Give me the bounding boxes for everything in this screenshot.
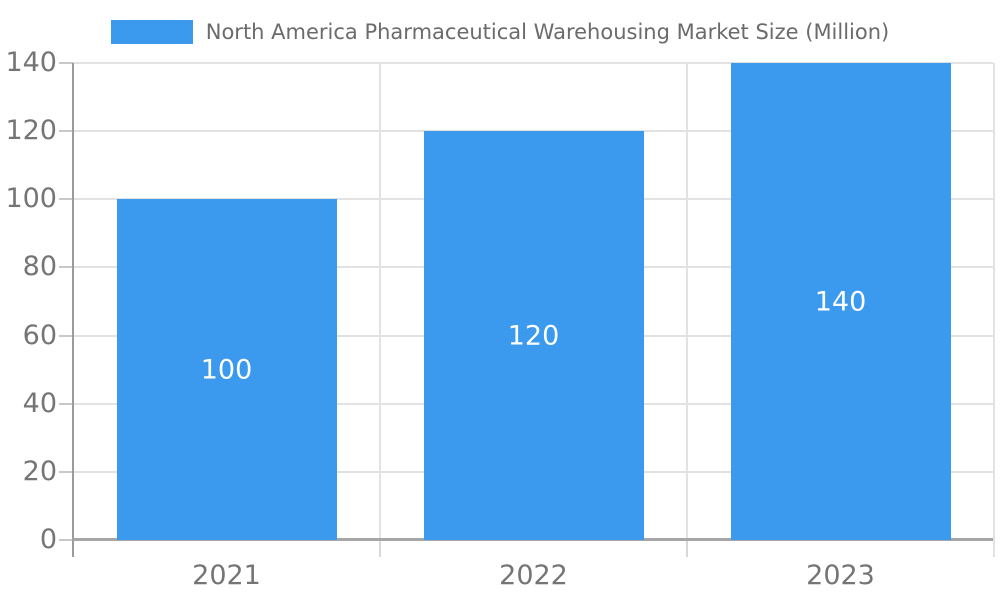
plot-border-right [993,63,995,557]
y-axis-tick-label: 120 [5,115,57,147]
gridline [379,63,381,540]
y-axis-tick [59,198,73,201]
y-axis-tick [59,334,73,337]
y-axis-tick-label: 80 [22,251,57,283]
y-axis-tick [59,539,73,541]
legend[interactable]: North America Pharmaceutical Warehousing… [0,20,1000,44]
y-axis-tick [59,62,73,64]
gridline [73,62,993,64]
y-axis-tick-label: 60 [22,319,57,351]
bar[interactable]: 100 [116,199,337,540]
x-axis-category-label: 2023 [806,560,875,591]
gridline [686,63,688,540]
x-axis-category-label: 2022 [499,560,568,591]
y-axis-tick [59,130,73,133]
bar-value-label: 100 [200,354,253,386]
x-axis-tick [686,540,688,557]
y-axis-tick [59,266,73,269]
bar[interactable]: 120 [423,131,644,540]
y-axis-tick-label: 0 [39,524,57,555]
y-axis-tick [59,470,73,473]
y-axis-tick [59,402,73,405]
y-axis-tick-label: 20 [22,455,57,487]
y-axis-tick-label: 140 [5,47,57,78]
bar-value-label: 120 [507,320,560,352]
legend-label: North America Pharmaceutical Warehousing… [205,20,890,44]
y-axis-tick-label: 40 [22,387,57,419]
legend-swatch-icon [110,20,193,44]
bar-value-label: 140 [814,286,867,317]
bar[interactable]: 140 [730,63,951,540]
y-axis-line [72,63,74,557]
x-axis-tick [379,540,381,557]
x-axis-category-label: 2021 [192,560,261,591]
y-axis-tick-label: 100 [5,183,57,215]
